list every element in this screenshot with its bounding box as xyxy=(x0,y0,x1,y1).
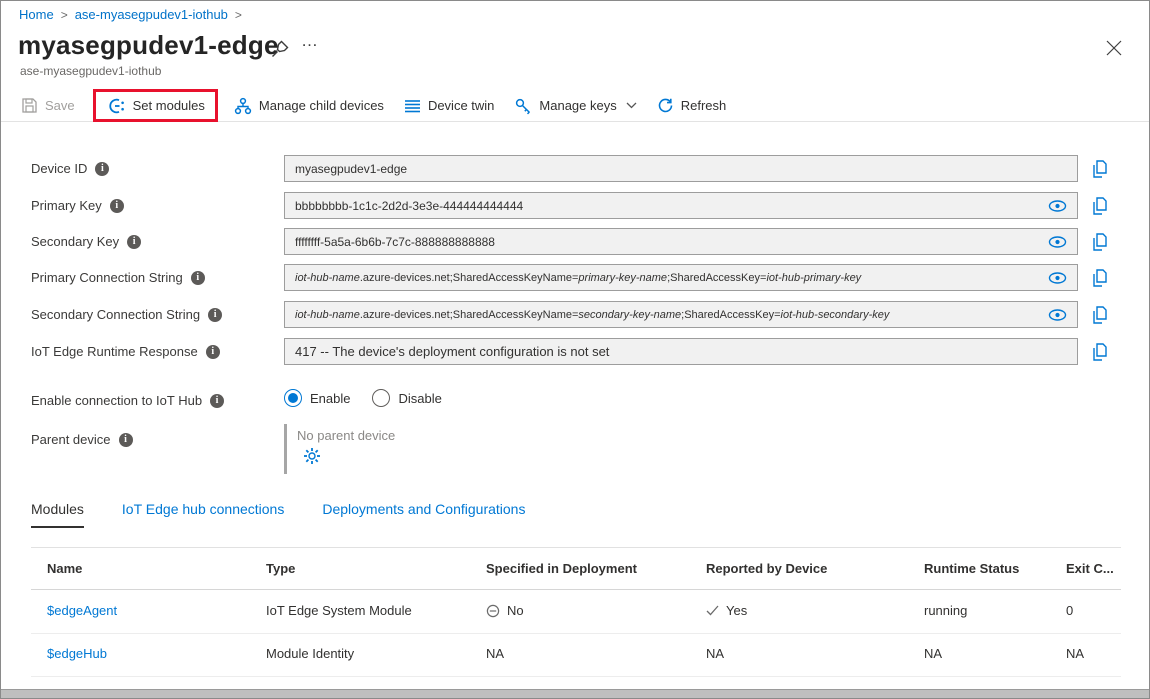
key-icon xyxy=(514,97,532,115)
more-options-button[interactable]: … xyxy=(301,31,319,50)
secondary-connection-string-input[interactable]: iot-hub-name.azure-devices.net;SharedAcc… xyxy=(284,301,1078,328)
eye-icon[interactable] xyxy=(1048,308,1067,322)
eye-icon[interactable] xyxy=(1048,199,1067,213)
save-button[interactable]: Save xyxy=(11,91,85,121)
module-exit-code: NA xyxy=(1066,646,1085,661)
info-icon[interactable]: i xyxy=(205,344,220,359)
manage-child-devices-button[interactable]: Manage child devices xyxy=(224,91,394,121)
column-header-name[interactable]: Name xyxy=(47,561,83,576)
info-icon[interactable]: i xyxy=(109,198,124,213)
manage-keys-button[interactable]: Manage keys xyxy=(504,91,646,121)
module-reported: NA xyxy=(706,646,725,661)
device-twin-button[interactable]: Device twin xyxy=(394,91,504,121)
tab-deployments-and-configurations[interactable]: Deployments and Configurations xyxy=(322,501,526,517)
set-modules-highlight-box: Set modules xyxy=(92,89,218,122)
enable-connection-label: Enable connection to IoT Hub i xyxy=(31,387,225,414)
copy-icon[interactable] xyxy=(1090,341,1110,363)
breadcrumb-iothub-link[interactable]: ase-myasegpudev1-iothub xyxy=(74,7,228,22)
primary-connection-string-label: Primary Connection String i xyxy=(31,264,205,291)
secondary-key-input[interactable]: ffffffff-5a5a-6b6b-7c7c-888888888888 xyxy=(284,228,1078,255)
table-header-border xyxy=(31,589,1121,590)
copy-icon[interactable] xyxy=(1090,267,1110,289)
info-icon[interactable]: i xyxy=(95,161,110,176)
refresh-icon xyxy=(657,97,674,114)
row-divider xyxy=(31,633,1121,634)
radio-unselected-icon xyxy=(372,389,391,407)
eye-icon[interactable] xyxy=(1048,271,1067,285)
pin-icon[interactable] xyxy=(269,38,291,60)
secondary-connection-string-value: iot-hub-name.azure-devices.net;SharedAcc… xyxy=(295,308,890,321)
enable-radio[interactable]: Enable xyxy=(284,389,350,407)
copy-icon[interactable] xyxy=(1090,231,1110,253)
set-modules-icon xyxy=(106,97,126,115)
info-icon[interactable]: i xyxy=(127,234,142,249)
copy-icon[interactable] xyxy=(1090,158,1110,180)
info-icon[interactable]: i xyxy=(210,393,225,408)
column-header-exit-code[interactable]: Exit C... xyxy=(1066,561,1114,576)
module-type: IoT Edge System Module xyxy=(266,603,412,618)
column-header-runtime-status[interactable]: Runtime Status xyxy=(924,561,1020,576)
tab-iot-edge-hub-connections[interactable]: IoT Edge hub connections xyxy=(121,501,285,517)
primary-key-label: Primary Key i xyxy=(31,192,124,219)
module-runtime-status: running xyxy=(924,603,968,618)
module-reported: Yes xyxy=(706,603,747,618)
device-id-label: Device ID i xyxy=(31,155,110,182)
tab-modules[interactable]: Modules xyxy=(31,501,84,528)
manage-child-devices-icon xyxy=(234,97,252,115)
close-icon[interactable] xyxy=(1104,38,1124,58)
gear-icon[interactable] xyxy=(303,447,321,465)
breadcrumb-separator: > xyxy=(234,7,242,22)
breadcrumb-home-link[interactable]: Home xyxy=(19,7,54,22)
breadcrumb: Home > ase-myasegpudev1-iothub > xyxy=(19,7,242,22)
primary-key-input[interactable]: bbbbbbbb-1c1c-2d2d-3e3e-444444444444 xyxy=(284,192,1078,219)
column-header-specified[interactable]: Specified in Deployment xyxy=(486,561,637,576)
device-twin-icon xyxy=(404,98,421,114)
copy-icon[interactable] xyxy=(1090,304,1110,326)
chevron-down-icon xyxy=(626,102,637,109)
row-divider xyxy=(31,676,1121,677)
secondary-connection-string-label: Secondary Connection String i xyxy=(31,301,223,328)
parent-device-section: No parent device xyxy=(284,424,784,474)
secondary-key-label: Secondary Key i xyxy=(31,228,142,255)
module-specified: No xyxy=(486,603,524,618)
module-link-edgehub[interactable]: $edgeHub xyxy=(47,646,107,661)
connection-radio-group: Enable Disable xyxy=(284,389,442,407)
module-runtime-status: NA xyxy=(924,646,943,661)
toolbar: Save Set modules xyxy=(1,89,1149,122)
set-modules-button[interactable]: Set modules xyxy=(96,92,215,119)
save-icon xyxy=(21,97,38,114)
radio-selected-icon xyxy=(284,389,302,407)
info-icon[interactable]: i xyxy=(208,307,223,322)
checkmark-icon xyxy=(706,605,719,616)
circle-minus-icon xyxy=(486,604,500,618)
eye-icon[interactable] xyxy=(1048,235,1067,249)
page-title: myasegpudev1-edge xyxy=(18,30,279,60)
module-specified: NA xyxy=(486,646,505,661)
runtime-response-input[interactable]: 417 -- The device's deployment configura… xyxy=(284,338,1078,365)
copy-icon[interactable] xyxy=(1090,195,1110,217)
module-exit-code: 0 xyxy=(1066,603,1074,618)
refresh-button[interactable]: Refresh xyxy=(647,91,737,121)
tab-bar: Modules IoT Edge hub connections Deploym… xyxy=(31,501,525,528)
page-subtitle: ase-myasegpudev1-iothub xyxy=(20,64,162,78)
module-type: Module Identity xyxy=(266,646,355,661)
column-header-reported[interactable]: Reported by Device xyxy=(706,561,828,576)
column-header-type[interactable]: Type xyxy=(266,561,296,576)
breadcrumb-separator: > xyxy=(60,7,68,22)
runtime-response-label: IoT Edge Runtime Response i xyxy=(31,338,220,365)
table-top-border xyxy=(31,547,1121,548)
parent-device-label: Parent device i xyxy=(31,426,133,453)
module-link-edgeagent[interactable]: $edgeAgent xyxy=(47,603,118,618)
device-id-input[interactable]: myasegpudev1-edge xyxy=(284,155,1078,182)
primary-connection-string-value: iot-hub-name.azure-devices.net;SharedAcc… xyxy=(295,271,862,284)
info-icon[interactable]: i xyxy=(190,270,205,285)
disable-radio[interactable]: Disable xyxy=(372,389,442,407)
parent-device-value: No parent device xyxy=(297,428,396,443)
info-icon[interactable]: i xyxy=(118,432,133,447)
primary-connection-string-input[interactable]: iot-hub-name.azure-devices.net;SharedAcc… xyxy=(284,264,1078,291)
